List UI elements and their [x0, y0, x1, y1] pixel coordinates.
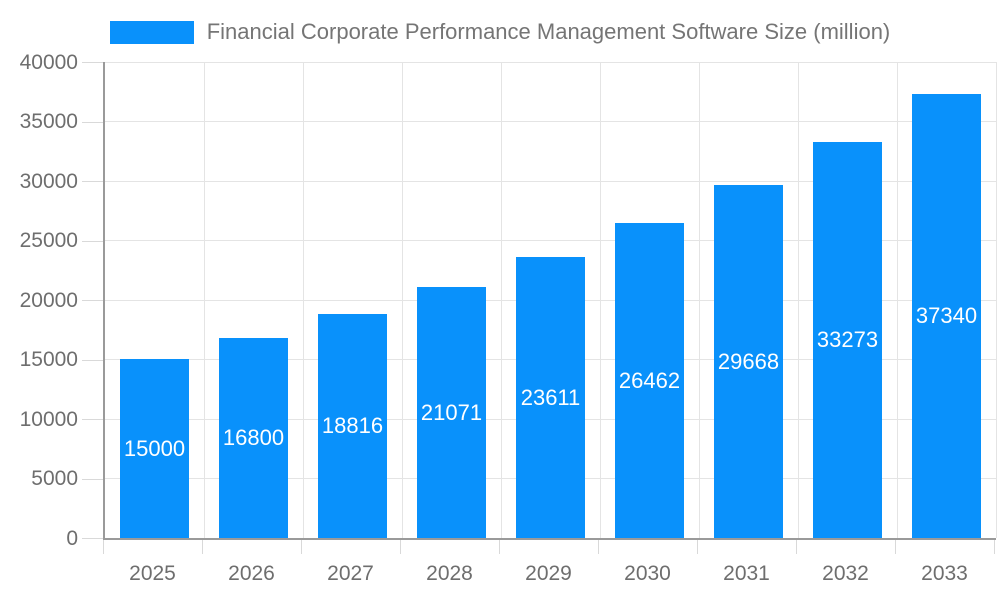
bar-value-label: 16800 — [222, 425, 285, 450]
y-axis-tick-label: 5000 — [31, 467, 78, 490]
x-gridline — [203, 62, 205, 538]
bar-2032: 33273 — [813, 142, 882, 538]
bar-2031: 29668 — [714, 185, 783, 538]
bar-2030: 26462 — [615, 223, 684, 538]
y-axis-tick-label: 40000 — [19, 50, 78, 74]
y-axis-tick-label: 20000 — [19, 288, 78, 312]
x-axis-tick-label: 2027 — [327, 562, 374, 585]
x-axis-tick — [400, 540, 401, 554]
x-gridline — [698, 62, 700, 538]
y-axis-tick — [82, 300, 103, 301]
y-axis-tick-label: 25000 — [19, 229, 78, 252]
x-axis-tick — [796, 540, 797, 554]
bar-value-label: 33273 — [816, 327, 879, 352]
y-axis-tick — [82, 538, 103, 539]
x-axis-tick — [994, 540, 995, 554]
x-axis-tick — [895, 540, 896, 554]
bar-value-label: 18816 — [321, 413, 384, 438]
x-axis-tick-label: 2033 — [921, 562, 968, 585]
legend-label: Financial Corporate Performance Manageme… — [206, 19, 891, 44]
bar-value-label: 15000 — [123, 435, 186, 461]
legend-swatch-icon — [109, 20, 194, 44]
x-gridline — [797, 62, 799, 538]
y-axis-tick — [82, 478, 103, 480]
y-axis-tick — [82, 359, 103, 361]
x-axis-tick — [202, 540, 203, 554]
x-gridline — [896, 62, 898, 538]
x-gridline — [599, 62, 601, 538]
y-gridline — [105, 180, 996, 182]
y-axis-tick — [82, 419, 103, 420]
x-gridline — [401, 62, 403, 538]
y-gridline — [105, 240, 996, 241]
bar-2025: 15000 — [120, 359, 189, 538]
x-axis-tick-label: 2029 — [525, 562, 572, 585]
y-axis-tick-label: 35000 — [19, 110, 78, 133]
bar-value-label: 21071 — [420, 399, 483, 425]
bar-value-label: 26462 — [618, 367, 681, 393]
x-axis-tick-label: 2030 — [624, 562, 671, 585]
x-axis-tick-label: 2032 — [822, 562, 869, 585]
bar-value-label: 23611 — [520, 384, 581, 410]
x-gridline — [500, 62, 502, 538]
x-axis-tick-label: 2031 — [723, 562, 770, 585]
x-axis-tick-label: 2025 — [129, 562, 176, 585]
bar-value-label: 37340 — [915, 303, 978, 328]
x-axis-tick-label: 2026 — [228, 562, 275, 585]
y-axis-tick-label: 15000 — [19, 348, 78, 371]
bar-value-label: 29668 — [717, 348, 780, 374]
x-axis-tick — [598, 540, 599, 554]
legend: Financial Corporate Performance Manageme… — [0, 18, 1000, 46]
y-axis-tick — [82, 62, 103, 63]
x-axis-tick-label: 2028 — [426, 562, 473, 585]
y-axis-tick-label: 0 — [66, 526, 78, 550]
x-axis-tick — [301, 540, 302, 554]
x-axis-tick — [697, 540, 698, 554]
bar-2029: 23611 — [516, 257, 585, 538]
plot-area: 15000 16800 18816 21071 23611 26462 29668 33273… — [103, 61, 997, 540]
y-gridline — [105, 61, 996, 63]
bar-2027: 18816 — [318, 314, 387, 538]
x-gridline — [302, 62, 304, 538]
x-axis-tick — [499, 540, 500, 554]
bar-2028: 21071 — [417, 287, 486, 538]
x-gridline — [995, 62, 997, 538]
y-axis-tick — [82, 181, 103, 182]
y-gridline — [105, 121, 996, 122]
y-axis-tick — [82, 240, 103, 242]
x-axis-tick — [103, 540, 104, 554]
bar-2026: 16800 — [219, 338, 288, 538]
bar-2033: 37340 — [912, 94, 981, 538]
y-axis-tick-label: 30000 — [19, 169, 78, 193]
y-axis-tick-label: 10000 — [19, 407, 78, 431]
y-axis-tick — [82, 121, 103, 123]
